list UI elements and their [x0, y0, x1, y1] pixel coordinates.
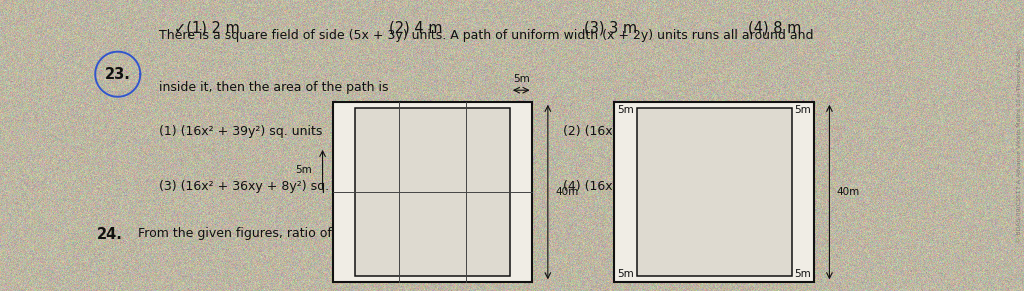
Text: There is a square field of side (5x + 3y) units. A path of uniform width (x + 2y: There is a square field of side (5x + 3y… [159, 29, 813, 42]
Text: (3) (16x² + 36xy + 8y²) sq. units: (3) (16x² + 36xy + 8y²) sq. units [159, 180, 364, 194]
Text: 5m: 5m [296, 165, 312, 175]
Text: 5m: 5m [617, 105, 634, 115]
Bar [614, 102, 814, 282]
Text: 5m: 5m [513, 74, 529, 84]
Text: 23.: 23. [104, 67, 131, 82]
Bar [333, 102, 532, 282]
Text: 5m: 5m [795, 105, 811, 115]
Text: 40m: 40m [555, 187, 579, 197]
Text: From the given figures, ratio of area of paths is: From the given figures, ratio of area of… [138, 227, 433, 240]
Text: ✓(1) 2 m: ✓(1) 2 m [174, 20, 240, 36]
Text: inside it, then the area of the path is: inside it, then the area of the path is [159, 81, 388, 95]
Text: (1) (16x² + 39y²) sq. units: (1) (16x² + 39y²) sq. units [159, 125, 323, 138]
Text: (3) 3 m: (3) 3 m [584, 20, 637, 36]
Text: (4) 8 m: (4) 8 m [748, 20, 801, 36]
Text: (2) (16x² + 35xy) sq. units: (2) (16x² + 35xy) sq. units [563, 125, 729, 138]
Text: 24.: 24. [97, 227, 123, 242]
Bar [355, 108, 510, 276]
Text: 5m: 5m [795, 269, 811, 279]
Text: 5m: 5m [617, 269, 634, 279]
Bar [637, 108, 792, 276]
Text: (4) (16x² + 34xy) sq. units: (4) (16x² + 34xy) sq. units [563, 180, 729, 194]
Text: 40m: 40m [837, 187, 860, 197]
Text: © BDAS-09/CSS17 A Advance Vikalp Maths 11 e-Theory & Sol.: © BDAS-09/CSS17 A Advance Vikalp Maths 1… [1016, 48, 1022, 243]
Text: (2) 4 m: (2) 4 m [389, 20, 442, 36]
